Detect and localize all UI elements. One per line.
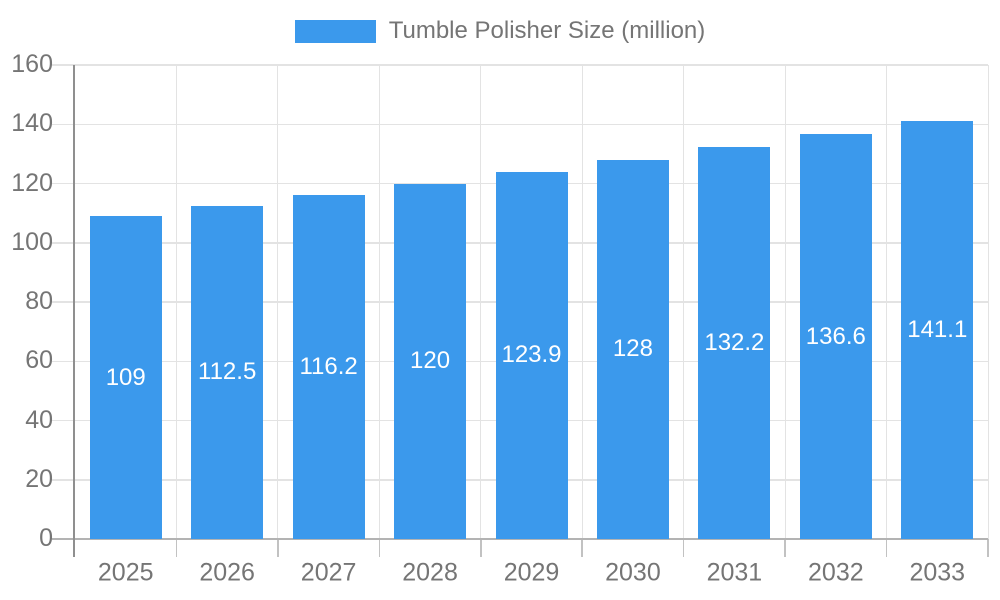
legend-swatch bbox=[294, 19, 376, 43]
bar-value-label: 141.1 bbox=[907, 315, 968, 343]
bar-value-label: 123.9 bbox=[501, 341, 562, 369]
bar-2028[interactable] bbox=[394, 183, 467, 539]
bar-2031[interactable] bbox=[698, 147, 771, 539]
y-tick-label: 80 bbox=[25, 286, 53, 315]
y-tick-label: 20 bbox=[25, 464, 53, 493]
x-axis-tick bbox=[885, 539, 888, 557]
bar-value-label: 132.2 bbox=[704, 329, 765, 357]
x-tick-label: 2033 bbox=[909, 558, 966, 587]
gridline-vertical bbox=[581, 65, 583, 539]
bar-value-label: 112.5 bbox=[198, 358, 257, 386]
x-axis-tick bbox=[378, 539, 381, 557]
gridline-vertical bbox=[987, 65, 989, 539]
gridline-horizontal bbox=[52, 123, 988, 125]
x-tick-label: 2027 bbox=[300, 558, 357, 587]
legend-label: Tumble Polisher Size (million) bbox=[388, 17, 706, 44]
bar-value-label: 128 bbox=[612, 335, 653, 363]
x-tick-label: 2031 bbox=[706, 558, 763, 587]
y-tick-label: 140 bbox=[11, 109, 53, 138]
gridline-vertical bbox=[683, 65, 685, 539]
bar-2032[interactable] bbox=[799, 134, 872, 539]
gridline-horizontal bbox=[52, 64, 988, 66]
y-axis-line bbox=[73, 65, 75, 557]
bar-2033[interactable] bbox=[901, 120, 974, 539]
bar-value-label: 116.2 bbox=[299, 352, 358, 380]
gridline-vertical bbox=[886, 65, 888, 539]
gridline-vertical bbox=[378, 65, 380, 539]
x-axis-tick bbox=[480, 539, 482, 557]
x-tick-label: 2028 bbox=[402, 558, 458, 587]
bar-2030[interactable] bbox=[596, 159, 669, 539]
bar-value-label: 136.6 bbox=[805, 322, 866, 350]
y-tick-label: 100 bbox=[11, 227, 53, 256]
bar-value-label: 120 bbox=[410, 347, 451, 375]
gridline-vertical bbox=[784, 65, 786, 539]
y-tick-label: 0 bbox=[39, 523, 53, 552]
x-axis-tick bbox=[175, 539, 178, 557]
x-axis-tick bbox=[784, 539, 786, 557]
gridline-vertical bbox=[175, 65, 177, 539]
y-tick-label: 40 bbox=[25, 405, 53, 434]
x-tick-label: 2025 bbox=[97, 558, 154, 587]
bar-2026[interactable] bbox=[191, 205, 264, 539]
bar-2025[interactable] bbox=[89, 216, 162, 539]
x-tick-label: 2032 bbox=[808, 558, 864, 587]
bar-value-label: 109 bbox=[105, 363, 146, 391]
x-axis-line bbox=[52, 538, 988, 540]
gridline-vertical bbox=[277, 65, 279, 539]
x-axis-tick bbox=[987, 539, 989, 557]
x-tick-label: 2026 bbox=[199, 558, 255, 587]
gridline-vertical bbox=[480, 65, 482, 539]
x-axis-tick bbox=[581, 539, 583, 557]
bar-2027[interactable] bbox=[292, 194, 365, 539]
y-tick-label: 160 bbox=[11, 49, 53, 78]
x-tick-label: 2030 bbox=[605, 558, 661, 587]
y-tick-label: 60 bbox=[25, 346, 53, 375]
y-tick-label: 120 bbox=[11, 168, 53, 197]
bar-2029[interactable] bbox=[495, 171, 568, 539]
x-tick-label: 2029 bbox=[503, 558, 560, 587]
legend-item[interactable]: Tumble Polisher Size (million) bbox=[0, 17, 1000, 45]
x-axis-tick bbox=[682, 539, 685, 557]
x-axis-tick bbox=[277, 539, 279, 557]
